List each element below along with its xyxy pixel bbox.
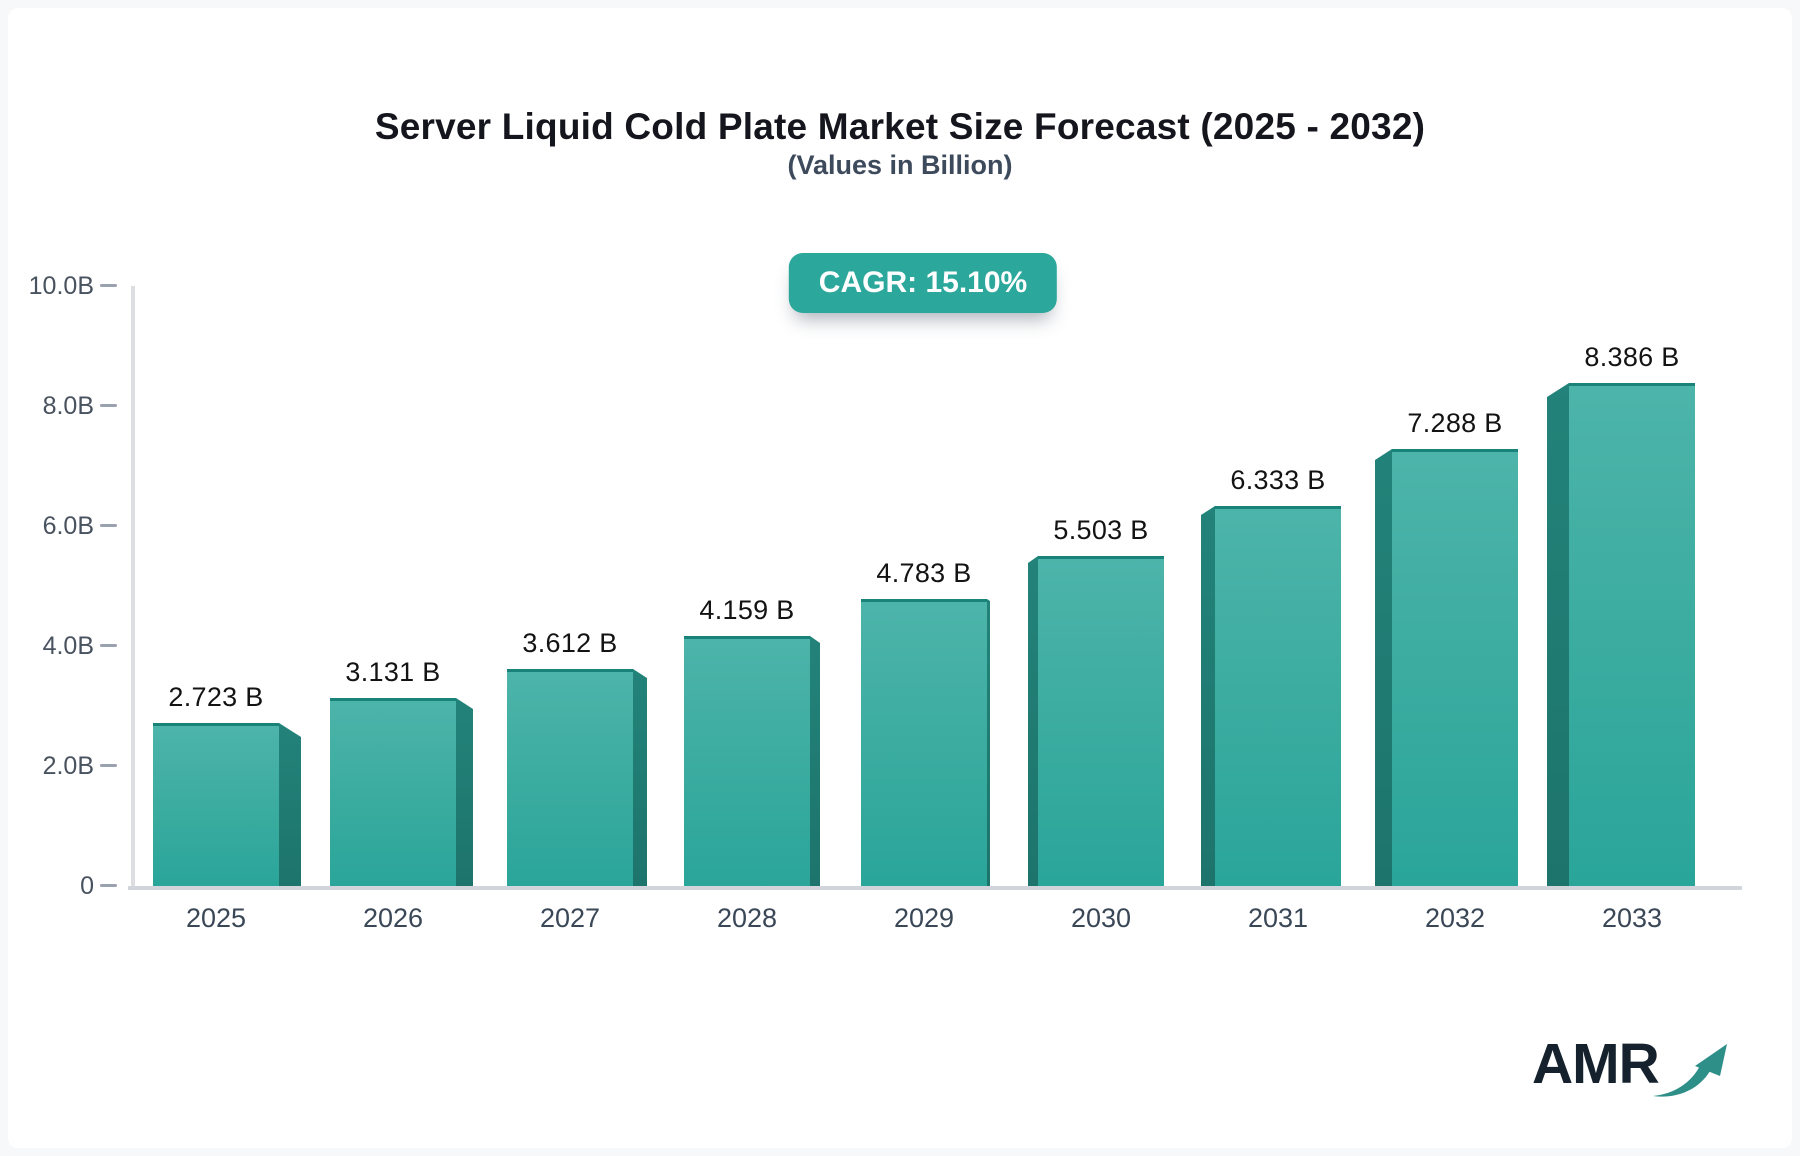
x-axis-label-2032: 2032 [1424,903,1486,933]
y-axis-tick [100,284,117,287]
bar-2026 [330,698,456,886]
chart-subtitle: (Values in Billion) [787,150,1013,180]
chart-title: Server Liquid Cold Plate Market Size For… [374,106,1426,147]
x-axis-label-2033: 2033 [1601,903,1663,933]
bar-side-2025 [279,723,301,886]
bar-2033 [1569,383,1695,886]
bar-side-2028 [810,636,820,886]
x-axis-label-2030: 2030 [1070,903,1132,933]
bar-2030 [1038,556,1164,886]
bar-side-2032 [1375,449,1392,886]
bar-2029 [861,599,987,886]
y-axis-label: 0 [80,872,94,900]
bar-value-label: 4.159 B [699,595,795,625]
bar-side-2033 [1547,383,1569,886]
bar-side-2027 [633,669,647,886]
bar-side-2030 [1028,556,1038,886]
y-axis-tick [100,644,117,647]
bar-value-label: 4.783 B [876,558,972,588]
x-axis-label-2026: 2026 [362,903,424,933]
bar-side-2029 [987,599,990,886]
growth-arrow-icon [1652,1044,1727,1097]
brand-logo: AMR [1532,1028,1729,1100]
bar-value-label: 6.333 B [1230,465,1326,495]
y-axis-tick [100,884,117,887]
y-axis-tick [100,524,117,527]
brand-logo-text: AMR [1532,1032,1660,1096]
bar-2032 [1392,449,1518,886]
y-axis-label: 6.0B [42,512,94,540]
x-axis-label-2031: 2031 [1247,903,1309,933]
bar-value-label: 3.131 B [345,657,441,687]
bar-value-label: 7.288 B [1407,408,1503,438]
y-axis-label: 8.0B [42,392,94,420]
cagr-badge: CAGR: 15.10% [788,253,1058,313]
y-axis-label: 10.0B [28,272,94,300]
bar-value-label: 5.503 B [1053,515,1149,545]
x-axis-baseline [128,886,1742,890]
bar-2025 [153,723,279,886]
bar-2031 [1215,506,1341,886]
x-axis-label-2029: 2029 [893,903,955,933]
y-axis-label: 2.0B [42,752,94,780]
x-axis-label-2027: 2027 [539,903,601,933]
bar-side-2026 [456,698,473,886]
bar-2027 [507,669,633,886]
bar-2028 [684,636,810,886]
y-axis-line [131,286,135,887]
bar-value-label: 2.723 B [168,682,264,712]
bar-side-2031 [1201,506,1215,886]
y-axis-tick [100,404,117,407]
x-axis-label-2028: 2028 [716,903,778,933]
y-axis-label: 4.0B [42,632,94,660]
x-axis-label-2025: 2025 [185,903,247,933]
bar-value-label: 8.386 B [1584,342,1680,372]
y-axis-tick [100,764,117,767]
bar-value-label: 3.612 B [522,628,618,658]
